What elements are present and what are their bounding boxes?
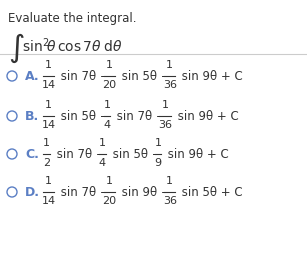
Text: 14: 14	[42, 196, 56, 206]
Text: sin 5θ −: sin 5θ −	[57, 110, 114, 122]
Text: 1: 1	[45, 177, 52, 186]
Text: A.: A.	[25, 69, 40, 82]
Text: 1: 1	[45, 101, 52, 111]
Text: 20: 20	[102, 81, 116, 91]
Text: 1: 1	[166, 60, 173, 70]
Text: sin 5θ + C: sin 5θ + C	[178, 186, 243, 199]
Text: C.: C.	[25, 148, 39, 161]
Text: sin 5θ −: sin 5θ −	[118, 69, 174, 82]
Text: D.: D.	[25, 186, 40, 199]
Text: 1: 1	[161, 101, 169, 111]
Text: 1: 1	[45, 60, 52, 70]
Text: 2: 2	[43, 158, 50, 168]
Text: 36: 36	[158, 120, 172, 130]
Text: 14: 14	[42, 120, 56, 130]
Text: 1: 1	[103, 101, 111, 111]
Text: sin 7θ −: sin 7θ −	[57, 69, 114, 82]
Text: 9: 9	[154, 158, 162, 168]
Text: sin 7θ −: sin 7θ −	[113, 110, 170, 122]
Text: sin 5θ −: sin 5θ −	[109, 148, 165, 161]
Text: Evaluate the integral.: Evaluate the integral.	[8, 12, 137, 25]
Text: 1: 1	[43, 139, 50, 148]
Text: 4: 4	[103, 120, 111, 130]
Text: $\int$: $\int$	[8, 32, 25, 65]
Text: $\mathrm{sin}^{2}\!\theta\,\mathrm{cos}\,7\theta\;\mathrm{d}\theta$: $\mathrm{sin}^{2}\!\theta\,\mathrm{cos}\…	[22, 36, 123, 55]
Text: sin 9θ −: sin 9θ −	[118, 186, 174, 199]
Text: B.: B.	[25, 110, 39, 122]
Text: 20: 20	[102, 196, 116, 206]
Text: 36: 36	[163, 81, 177, 91]
Text: 4: 4	[99, 158, 106, 168]
Text: 1: 1	[106, 177, 113, 186]
Text: 1: 1	[155, 139, 161, 148]
Text: 1: 1	[106, 60, 113, 70]
Text: sin 9θ + C: sin 9θ + C	[165, 148, 229, 161]
Text: 14: 14	[42, 81, 56, 91]
Text: sin 7θ −: sin 7θ −	[53, 148, 109, 161]
Text: sin 9θ + C: sin 9θ + C	[174, 110, 239, 122]
Text: 36: 36	[163, 196, 177, 206]
Text: sin 9θ + C: sin 9θ + C	[178, 69, 243, 82]
Text: sin 7θ −: sin 7θ −	[57, 186, 114, 199]
Text: 1: 1	[166, 177, 173, 186]
Text: 1: 1	[99, 139, 106, 148]
